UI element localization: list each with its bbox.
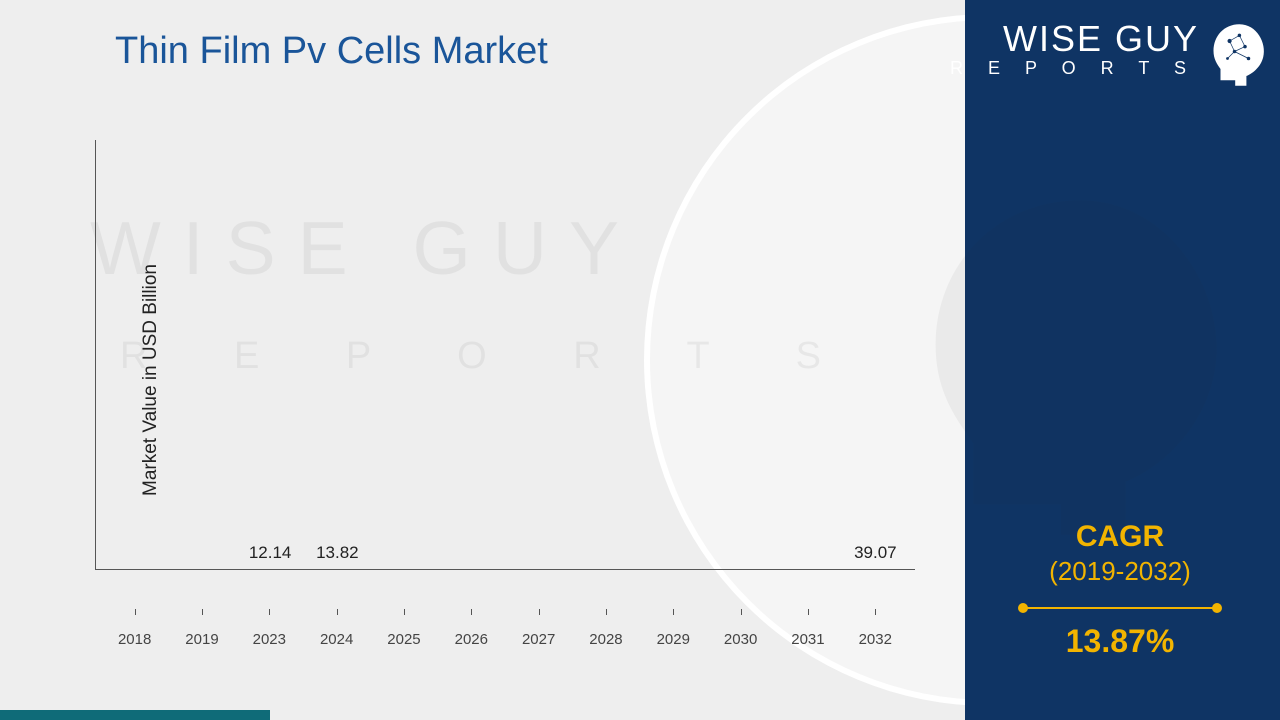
bar-value-label: 12.14	[249, 543, 292, 563]
brand-logo: WISE GUY R E P O R T S	[950, 18, 1255, 79]
chart-title: Thin Film Pv Cells Market	[115, 30, 548, 73]
cagr-years: (2019-2032)	[995, 556, 1245, 587]
x-tick-label: 2024	[303, 631, 370, 648]
x-tick-label: 2028	[572, 631, 639, 648]
cagr-title: CAGR	[995, 520, 1245, 554]
cagr-block: CAGR (2019-2032) 13.87%	[995, 520, 1245, 660]
cagr-value: 13.87%	[995, 623, 1245, 660]
plot-area: 12.14 13.82 39.07	[95, 140, 915, 570]
bars-container: 12.14 13.82 39.07	[96, 140, 915, 569]
cagr-divider	[1020, 607, 1220, 609]
x-tick-label: 2019	[168, 631, 235, 648]
x-tick-label: 2023	[236, 631, 303, 648]
logo-head-icon	[1203, 20, 1273, 90]
x-tick-label: 2018	[101, 631, 168, 648]
x-tick-label: 2025	[370, 631, 437, 648]
x-tick-label: 2030	[707, 631, 774, 648]
bar-chart: Market Value in USD Billion 12.1413.8239…	[50, 140, 920, 620]
x-tick-label: 2027	[505, 631, 572, 648]
x-tick-label: 2026	[438, 631, 505, 648]
bar-value-label: 13.82	[316, 543, 359, 563]
x-tick-label: 2029	[640, 631, 707, 648]
logo-main-text: WISE GUY	[950, 18, 1199, 60]
bar-value-label: 39.07	[854, 543, 897, 563]
x-tick-label: 2032	[842, 631, 909, 648]
bottom-accent-bar	[0, 710, 270, 720]
x-tick-label: 2031	[774, 631, 841, 648]
x-axis-labels: 2018201920232024202520262027202820292030…	[95, 631, 915, 648]
logo-sub-text: R E P O R T S	[950, 58, 1196, 79]
